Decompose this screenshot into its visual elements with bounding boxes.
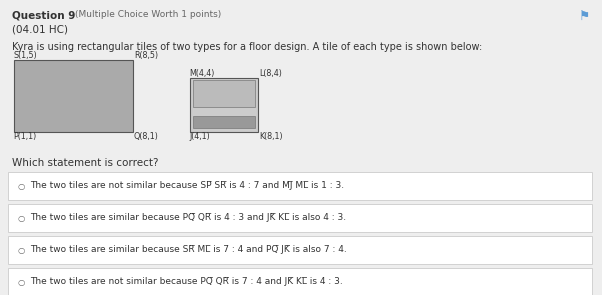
Bar — [14, 60, 133, 132]
Text: ○: ○ — [18, 278, 25, 286]
Text: M(4,4): M(4,4) — [189, 69, 214, 78]
Text: R(8,5): R(8,5) — [134, 51, 158, 60]
Text: Which statement is correct?: Which statement is correct? — [12, 158, 158, 168]
Bar — [8, 268, 592, 295]
Text: The two tiles are similar because SR̅ ML̅ is 7 : 4 and PQ̅ JK̅ is also 7 : 4.: The two tiles are similar because SR̅ ML… — [30, 245, 347, 255]
Text: The two tiles are similar because PQ̅ QR̅ is 4 : 3 and JK̅ KL̅ is also 4 : 3.: The two tiles are similar because PQ̅ QR… — [30, 214, 346, 222]
Bar — [8, 204, 592, 232]
Text: J(4,1): J(4,1) — [189, 132, 209, 141]
Text: (Multiple Choice Worth 1 points): (Multiple Choice Worth 1 points) — [75, 10, 222, 19]
Text: The two tiles are not similar because PQ̅ QR̅ is 7 : 4 and JK̅ KL̅ is 4 : 3.: The two tiles are not similar because PQ… — [30, 278, 343, 286]
Text: ○: ○ — [18, 181, 25, 191]
Bar — [193, 116, 255, 128]
Text: Question 9: Question 9 — [12, 10, 75, 20]
Bar — [193, 80, 255, 107]
Bar — [190, 78, 258, 132]
Text: Q(8,1): Q(8,1) — [134, 132, 159, 141]
Text: ⚑: ⚑ — [579, 10, 590, 23]
Text: ○: ○ — [18, 245, 25, 255]
Text: L(8,4): L(8,4) — [259, 69, 282, 78]
Text: K(8,1): K(8,1) — [259, 132, 282, 141]
Text: The two tiles are not similar because SP̅ SR̅ is 4 : 7 and MJ̅ ML̅ is 1 : 3.: The two tiles are not similar because SP… — [30, 181, 344, 191]
Bar — [8, 172, 592, 200]
Text: (04.01 HC): (04.01 HC) — [12, 24, 68, 34]
Text: S(1,5): S(1,5) — [13, 51, 37, 60]
Text: Kyra is using rectangular tiles of two types for a floor design. A tile of each : Kyra is using rectangular tiles of two t… — [12, 42, 482, 52]
Text: ○: ○ — [18, 214, 25, 222]
Text: P(1,1): P(1,1) — [13, 132, 36, 141]
Bar — [8, 236, 592, 264]
